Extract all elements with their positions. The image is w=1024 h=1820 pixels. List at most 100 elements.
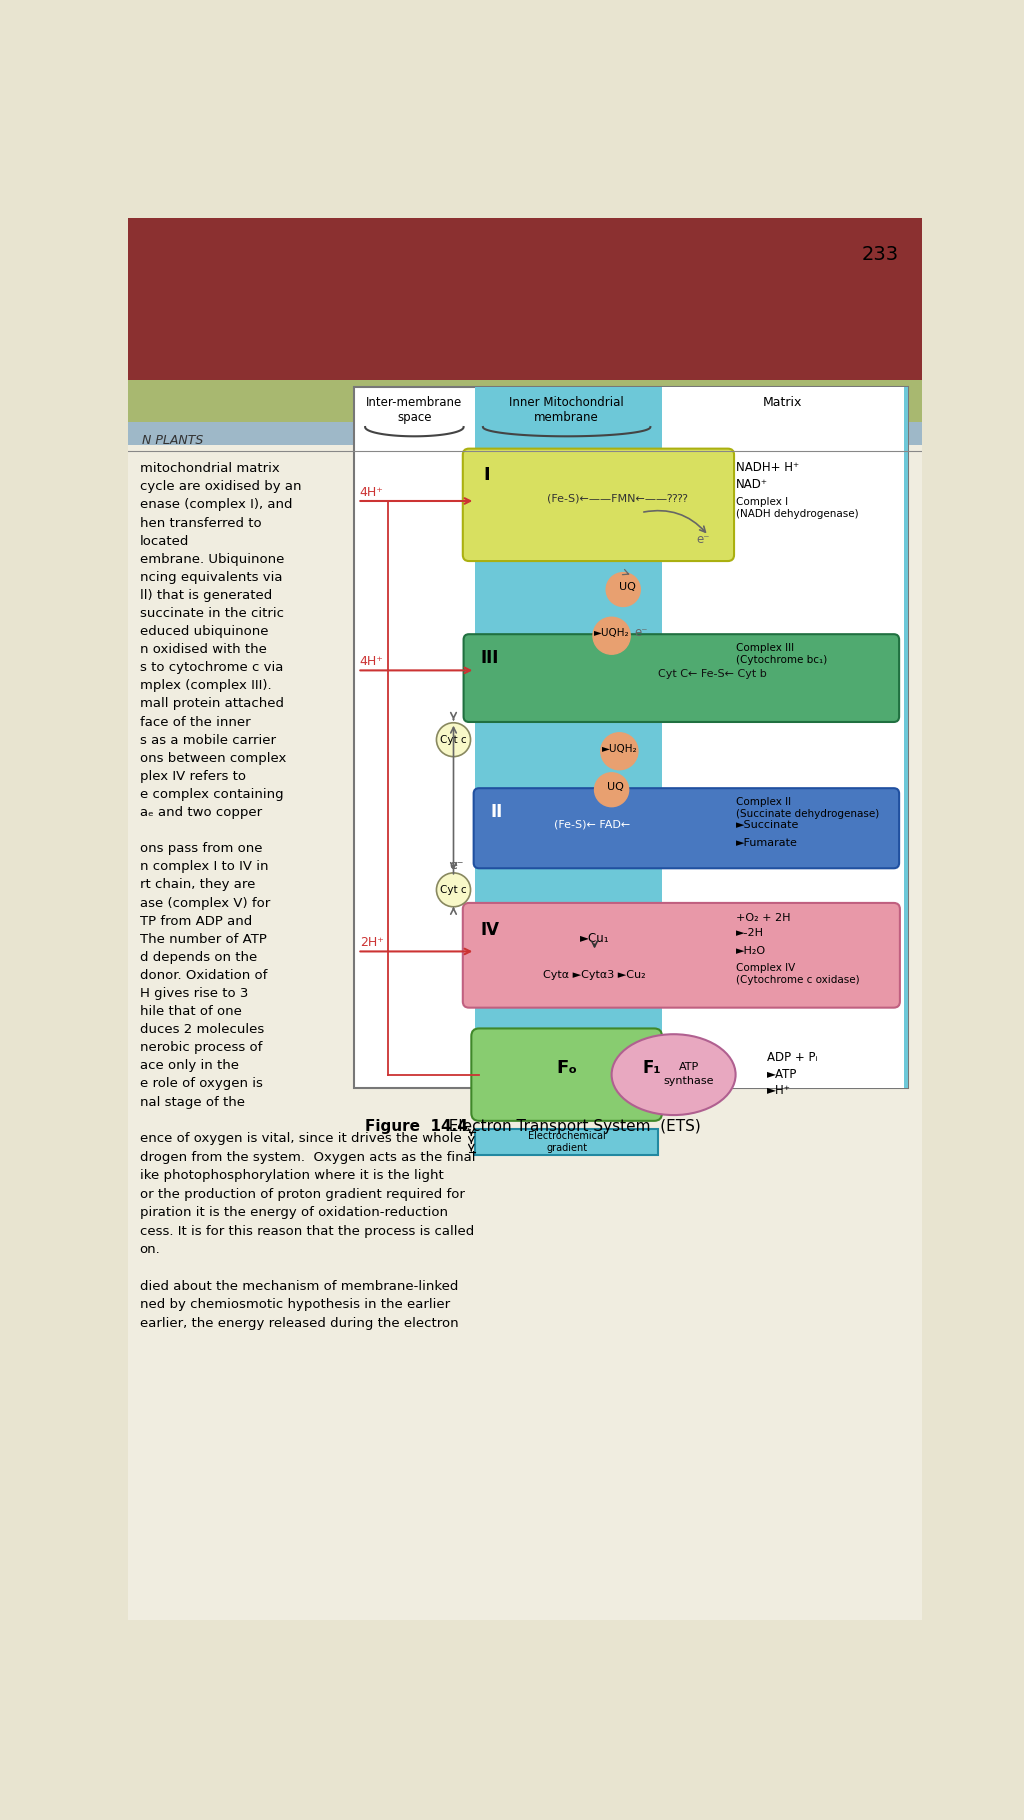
Text: cycle are oxidised by an: cycle are oxidised by an xyxy=(139,480,301,493)
Text: ll) that is generated: ll) that is generated xyxy=(139,590,272,602)
Text: ons pass from one: ons pass from one xyxy=(139,843,262,855)
Text: ase (complex V) for: ase (complex V) for xyxy=(139,897,270,910)
Text: ATP: ATP xyxy=(679,1061,699,1072)
Text: Complex I
(NADH dehydrogenase): Complex I (NADH dehydrogenase) xyxy=(735,497,858,519)
Text: 2H⁺: 2H⁺ xyxy=(359,935,384,950)
Text: Cyt c: Cyt c xyxy=(440,735,467,744)
Text: TP from ADP and: TP from ADP and xyxy=(139,915,252,928)
Text: face of the inner: face of the inner xyxy=(139,715,250,728)
Text: mitochondrial matrix: mitochondrial matrix xyxy=(139,462,280,475)
FancyBboxPatch shape xyxy=(128,218,922,386)
Text: F₁: F₁ xyxy=(643,1059,662,1077)
Circle shape xyxy=(593,617,630,653)
FancyBboxPatch shape xyxy=(475,388,658,1088)
Text: died about the mechanism of membrane-linked: died about the mechanism of membrane-lin… xyxy=(139,1279,458,1292)
Text: ►H⁺: ►H⁺ xyxy=(767,1085,791,1097)
Text: NAD⁺: NAD⁺ xyxy=(735,479,768,491)
Text: I: I xyxy=(483,466,489,484)
Text: e⁻: e⁻ xyxy=(635,626,648,639)
FancyBboxPatch shape xyxy=(128,422,922,446)
FancyBboxPatch shape xyxy=(658,388,907,1088)
Text: e role of oxygen is: e role of oxygen is xyxy=(139,1077,262,1090)
Text: Electrochemical
gradient: Electrochemical gradient xyxy=(527,1132,605,1152)
Text: Electron Transport System  (ETS): Electron Transport System (ETS) xyxy=(438,1119,700,1134)
Text: mplex (complex III).: mplex (complex III). xyxy=(139,679,271,692)
Text: ons between complex: ons between complex xyxy=(139,752,286,764)
Text: II: II xyxy=(490,803,503,821)
Text: nal stage of the: nal stage of the xyxy=(139,1096,245,1108)
Text: e⁻: e⁻ xyxy=(450,859,464,872)
Text: earlier, the energy released during the electron: earlier, the energy released during the … xyxy=(139,1318,459,1330)
Text: Inner Mitochondrial
membrane: Inner Mitochondrial membrane xyxy=(509,397,624,424)
Text: ►Cu₁: ►Cu₁ xyxy=(580,932,609,945)
Text: ►Fumarate: ►Fumarate xyxy=(735,837,798,848)
Text: NADH+ H⁺: NADH+ H⁺ xyxy=(735,460,799,473)
FancyBboxPatch shape xyxy=(128,218,922,1620)
FancyBboxPatch shape xyxy=(464,633,899,723)
Text: s to cytochrome c via: s to cytochrome c via xyxy=(139,661,283,673)
Text: n oxidised with the: n oxidised with the xyxy=(139,642,266,657)
Circle shape xyxy=(606,573,640,606)
Text: Complex III
(Cytochrome bc₁): Complex III (Cytochrome bc₁) xyxy=(735,644,826,664)
Text: e complex containing: e complex containing xyxy=(139,788,284,801)
Text: ►-2H: ►-2H xyxy=(735,928,764,939)
Text: plex IV refers to: plex IV refers to xyxy=(139,770,246,783)
Text: Cyt C← Fe-S← Cyt b: Cyt C← Fe-S← Cyt b xyxy=(658,670,767,679)
FancyBboxPatch shape xyxy=(471,1028,662,1121)
Text: nerobic process of: nerobic process of xyxy=(139,1041,262,1054)
Text: UQ: UQ xyxy=(607,783,624,792)
FancyBboxPatch shape xyxy=(662,388,904,1088)
Text: e⁻: e⁻ xyxy=(697,533,711,546)
Text: synthase: synthase xyxy=(664,1076,715,1087)
Text: Matrix: Matrix xyxy=(763,397,803,410)
Text: Cyt c: Cyt c xyxy=(440,885,467,895)
Text: Figure  14.4: Figure 14.4 xyxy=(366,1119,468,1134)
FancyBboxPatch shape xyxy=(128,380,922,422)
Text: Complex IV
(Cytochrome c oxidase): Complex IV (Cytochrome c oxidase) xyxy=(735,963,859,985)
Text: s as a mobile carrier: s as a mobile carrier xyxy=(139,733,275,746)
Text: educed ubiquinone: educed ubiquinone xyxy=(139,624,268,639)
Text: 4H⁺: 4H⁺ xyxy=(359,486,384,499)
FancyBboxPatch shape xyxy=(475,1128,658,1156)
Text: IV: IV xyxy=(480,921,500,939)
Text: ►UQH₂: ►UQH₂ xyxy=(594,628,630,639)
Text: Fₒ: Fₒ xyxy=(556,1059,578,1077)
Text: ADP + Pᵢ: ADP + Pᵢ xyxy=(767,1050,817,1063)
Text: aₑ and two copper: aₑ and two copper xyxy=(139,806,262,819)
Text: located: located xyxy=(139,535,189,548)
Text: The number of ATP: The number of ATP xyxy=(139,932,266,946)
Text: duces 2 molecules: duces 2 molecules xyxy=(139,1023,264,1036)
Text: hile that of one: hile that of one xyxy=(139,1005,242,1017)
Text: piration it is the energy of oxidation-reduction: piration it is the energy of oxidation-r… xyxy=(139,1207,447,1219)
FancyBboxPatch shape xyxy=(474,788,899,868)
Text: 4H⁺: 4H⁺ xyxy=(359,655,384,668)
FancyBboxPatch shape xyxy=(463,450,734,561)
Text: Cytα ►Cytα3 ►Cu₂: Cytα ►Cytα3 ►Cu₂ xyxy=(544,970,646,979)
Text: 233: 233 xyxy=(861,246,898,264)
Text: N PLANTS: N PLANTS xyxy=(142,433,203,448)
Text: ace only in the: ace only in the xyxy=(139,1059,239,1072)
FancyBboxPatch shape xyxy=(353,388,907,1088)
Text: ►UQH₂: ►UQH₂ xyxy=(601,744,637,753)
Text: (Fe-S)←——FMN←——⁇⁇: (Fe-S)←——FMN←——⁇⁇ xyxy=(548,493,688,504)
Text: ence of oxygen is vital, since it drives the whole: ence of oxygen is vital, since it drives… xyxy=(139,1132,462,1145)
Text: on.: on. xyxy=(139,1243,161,1256)
Text: rt chain, they are: rt chain, they are xyxy=(139,879,255,892)
Text: cess. It is for this reason that the process is called: cess. It is for this reason that the pro… xyxy=(139,1225,474,1238)
Text: hen transferred to: hen transferred to xyxy=(139,517,261,530)
Circle shape xyxy=(436,723,471,757)
Text: n complex I to IV in: n complex I to IV in xyxy=(139,861,268,874)
Text: donor. Oxidation of: donor. Oxidation of xyxy=(139,968,267,983)
Text: e⁻: e⁻ xyxy=(450,859,464,872)
Text: succinate in the citric: succinate in the citric xyxy=(139,608,284,621)
Circle shape xyxy=(436,874,471,906)
Text: ned by chemiosmotic hypothesis in the earlier: ned by chemiosmotic hypothesis in the ea… xyxy=(139,1298,450,1312)
Text: +O₂ + 2H: +O₂ + 2H xyxy=(735,914,791,923)
Ellipse shape xyxy=(611,1034,735,1116)
Text: ►ATP: ►ATP xyxy=(767,1068,797,1081)
Text: ►H₂O: ►H₂O xyxy=(735,946,766,956)
Text: enase (complex I), and: enase (complex I), and xyxy=(139,499,292,511)
FancyBboxPatch shape xyxy=(463,903,900,1008)
Text: ike photophosphorylation where it is the light: ike photophosphorylation where it is the… xyxy=(139,1168,443,1181)
Text: Complex II
(Succinate dehydrogenase): Complex II (Succinate dehydrogenase) xyxy=(735,797,879,819)
